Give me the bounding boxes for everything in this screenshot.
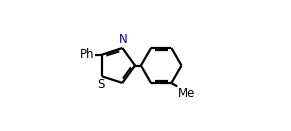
Text: Ph: Ph bbox=[79, 48, 94, 61]
Text: Me: Me bbox=[178, 87, 195, 100]
Text: N: N bbox=[119, 33, 127, 46]
Text: S: S bbox=[97, 78, 105, 91]
